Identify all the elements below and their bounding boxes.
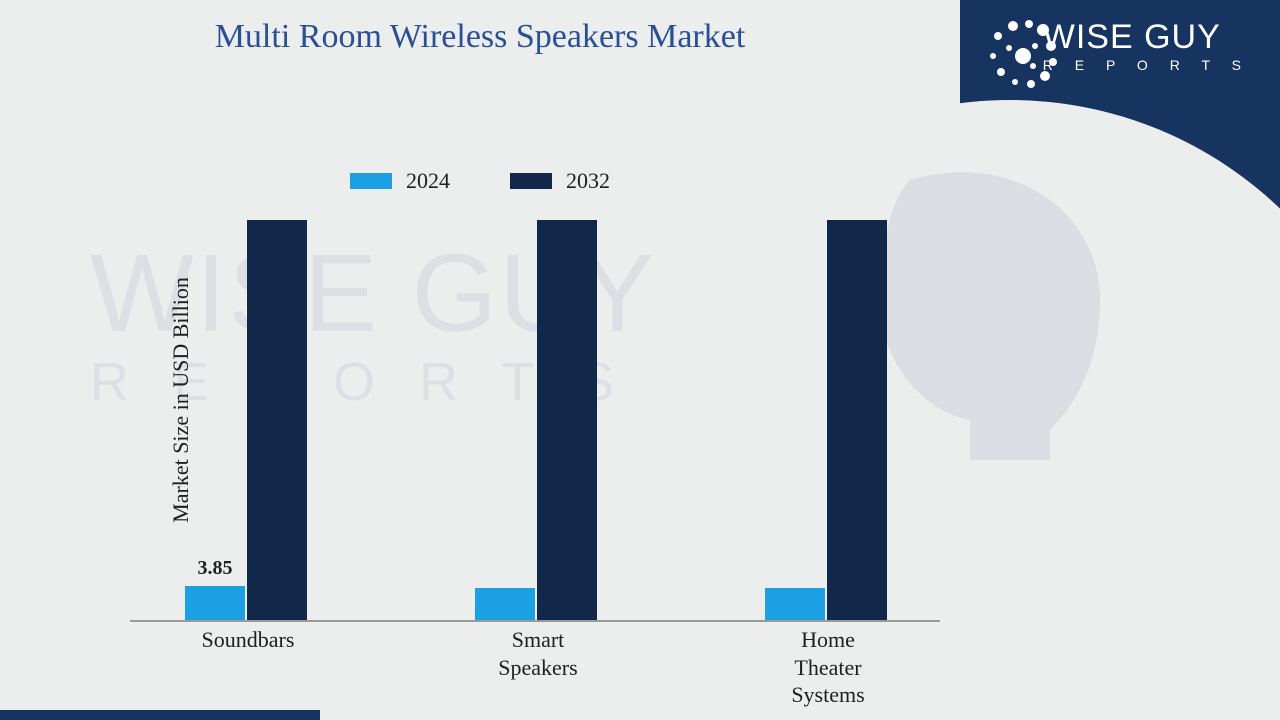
plot-area: 3.85 xyxy=(130,220,940,620)
legend-label: 2032 xyxy=(566,168,610,194)
bar xyxy=(185,586,245,620)
brand-sub: R E P O R T S xyxy=(1043,58,1250,72)
x-axis-line xyxy=(130,620,940,622)
bar-value-label: 3.85 xyxy=(185,557,245,580)
bar-group xyxy=(475,220,605,620)
bar xyxy=(247,220,307,620)
chart-stage: WISE GUY REPORTS Multi Room Wireless Spe… xyxy=(0,0,1280,720)
bar xyxy=(827,220,887,620)
brand-name: WISE GUY xyxy=(1043,20,1250,54)
category-label: SmartSpeakers xyxy=(453,626,623,681)
legend-swatch xyxy=(510,173,552,189)
legend-label: 2024 xyxy=(406,168,450,194)
bar-group xyxy=(765,220,895,620)
brand-head-icon xyxy=(983,16,1063,96)
footer-accent xyxy=(0,710,320,720)
legend-item: 2024 xyxy=(350,168,450,194)
bar xyxy=(475,588,535,620)
chart-title: Multi Room Wireless Speakers Market xyxy=(0,18,960,56)
bar-group: 3.85 xyxy=(185,220,315,620)
brand-logo: WISE GUY R E P O R T S xyxy=(1043,20,1250,72)
category-label: Soundbars xyxy=(163,626,333,654)
legend-item: 2032 xyxy=(510,168,610,194)
legend: 2024 2032 xyxy=(0,168,960,195)
bar xyxy=(537,220,597,620)
category-label: HomeTheaterSystems xyxy=(743,626,913,709)
legend-swatch xyxy=(350,173,392,189)
bar xyxy=(765,588,825,620)
